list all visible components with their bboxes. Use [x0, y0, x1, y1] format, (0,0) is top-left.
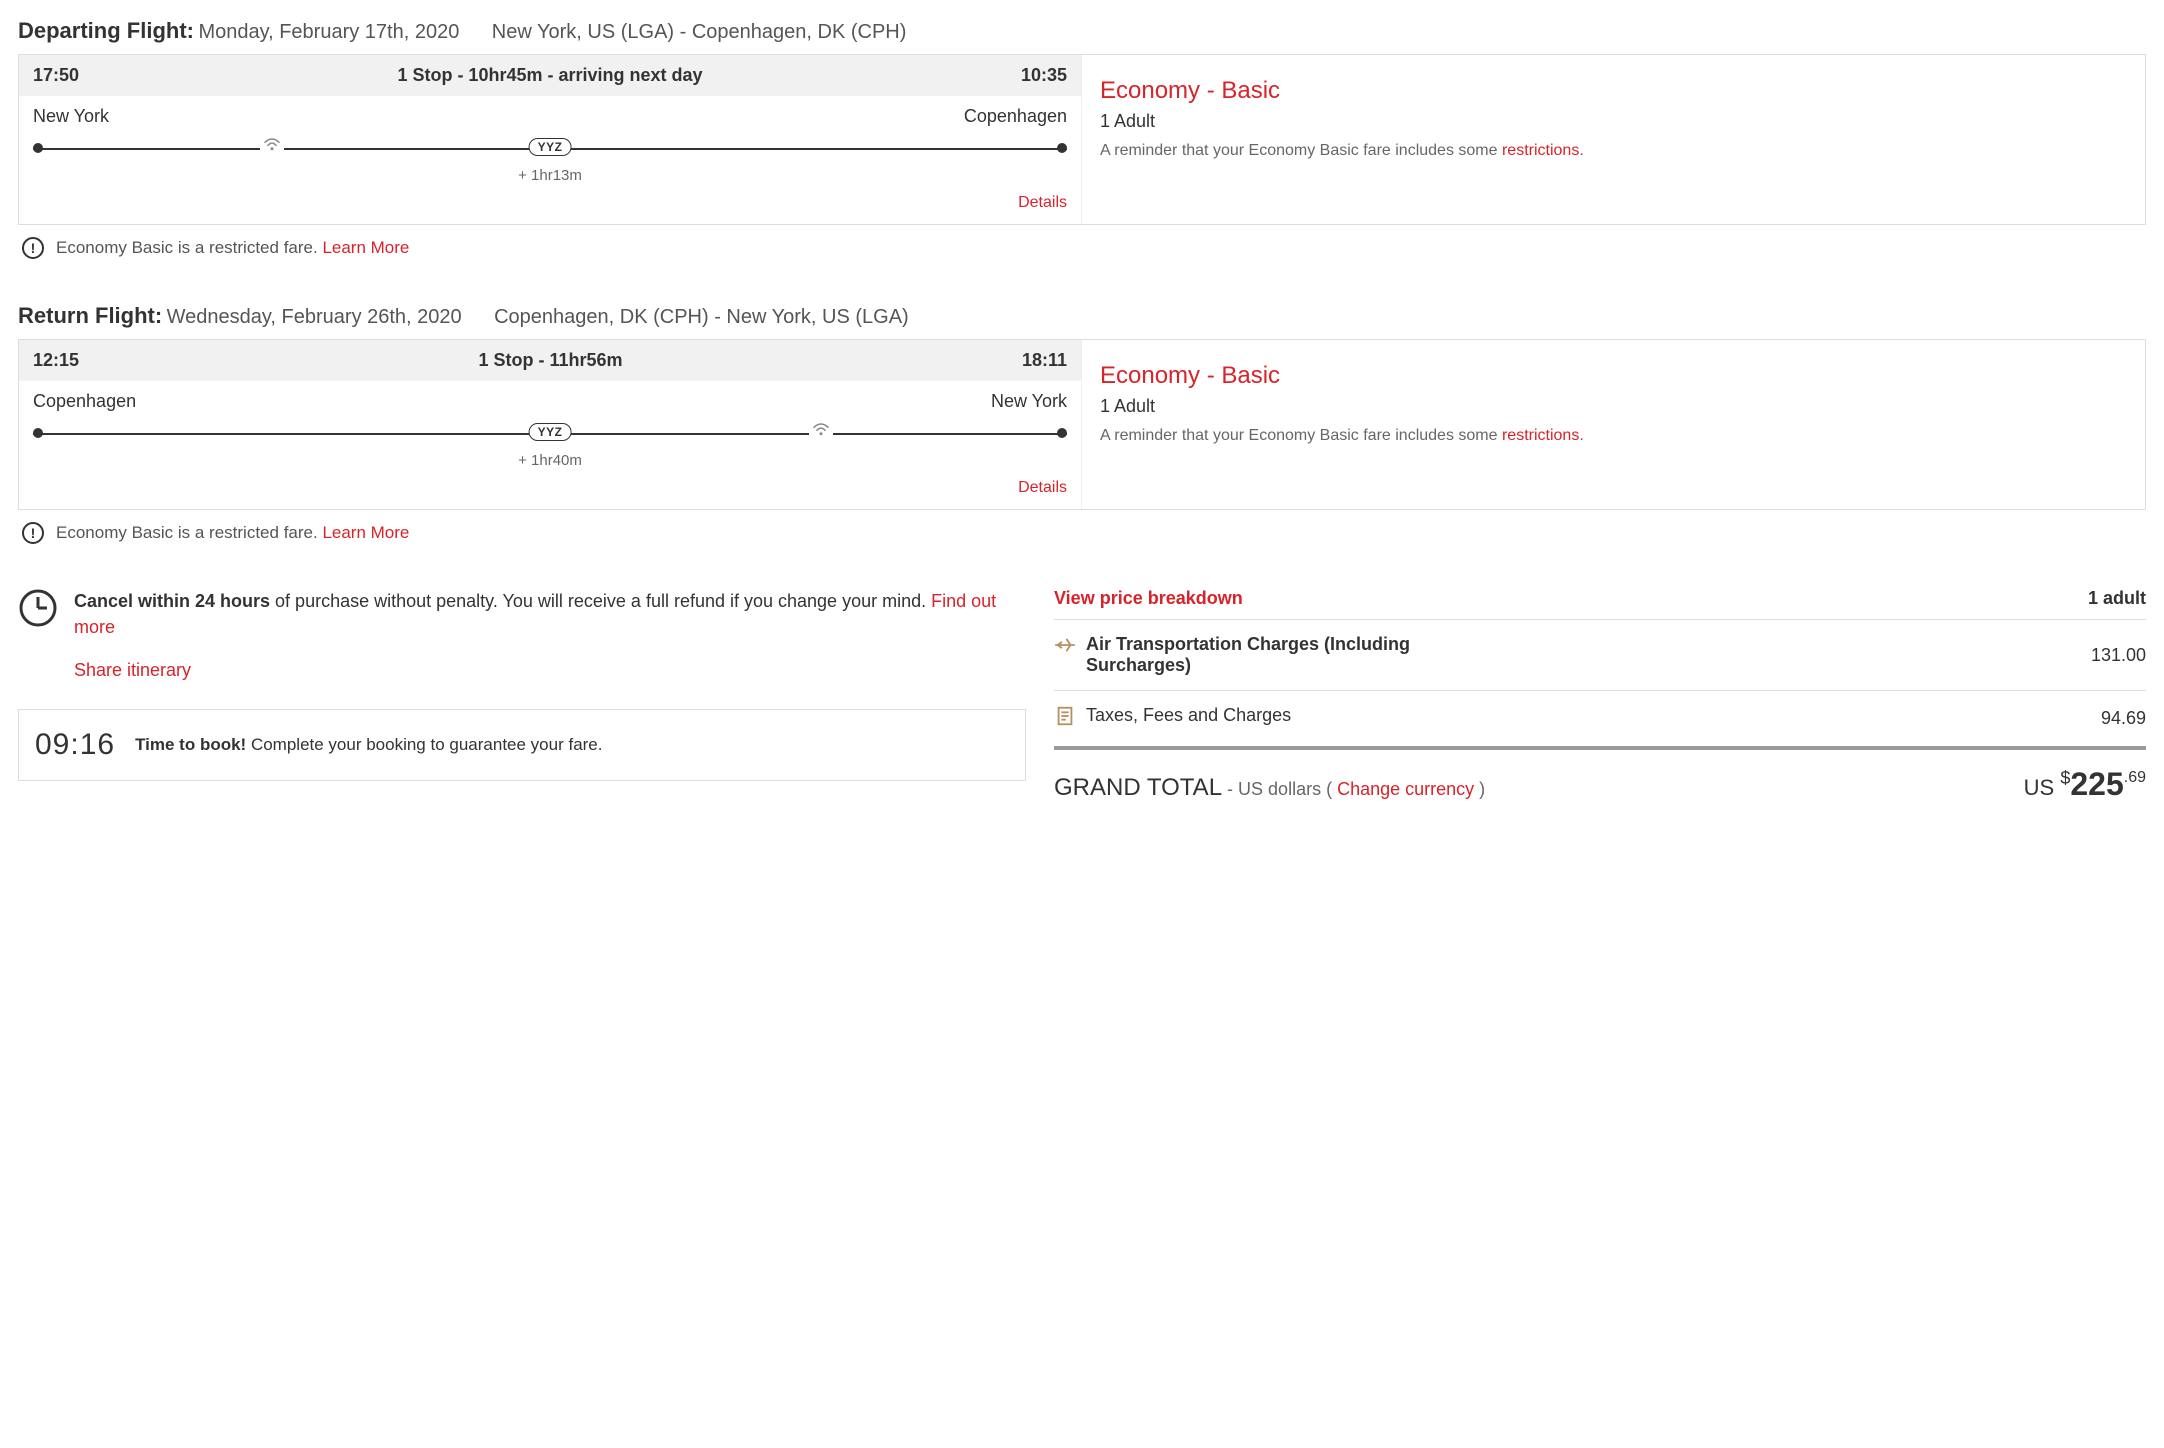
wifi-icon	[260, 137, 284, 156]
price-row-transport: Air Transportation Charges (Including Su…	[1054, 620, 2146, 691]
return-fare-panel: Economy - Basic 1 Adult A reminder that …	[1082, 340, 2145, 509]
restrictions-link[interactable]: restrictions	[1502, 142, 1579, 159]
price-adult: 1 adult	[2088, 588, 2146, 609]
return-flight-left: 12:15 1 Stop - 11hr56m 18:11 Copenhagen …	[19, 340, 1082, 509]
departing-to-city: Copenhagen	[964, 106, 1067, 127]
departing-notice: ! Economy Basic is a restricted fare. Le…	[22, 237, 2146, 259]
grand-total-label: GRAND TOTAL	[1054, 774, 1222, 801]
timer-bold: Time to book!	[135, 735, 246, 754]
cancel-rest: of purchase without penalty. You will re…	[270, 591, 931, 611]
departing-stop-badge: YYZ	[529, 138, 572, 156]
timer-rest: Complete your booking to guarantee your …	[246, 735, 602, 754]
bottom-section: Cancel within 24 hours of purchase witho…	[18, 588, 2146, 803]
timer-msg: Time to book! Complete your booking to g…	[135, 735, 602, 755]
departing-label: Departing Flight:	[18, 18, 194, 43]
return-flight-card: 12:15 1 Stop - 11hr56m 18:11 Copenhagen …	[18, 339, 2146, 510]
cancel-text: Cancel within 24 hours of purchase witho…	[74, 588, 1026, 640]
total-whole: 225	[2070, 766, 2123, 802]
wifi-icon	[809, 422, 833, 441]
receipt-icon	[1054, 705, 1076, 732]
departing-from-city: New York	[33, 106, 109, 127]
change-currency-link[interactable]: Change currency	[1337, 779, 1474, 799]
return-layover: + 1hr40m	[33, 452, 1067, 469]
learn-more-link[interactable]: Learn More	[322, 523, 409, 542]
return-pax: 1 Adult	[1100, 396, 2127, 417]
return-stop-badge: YYZ	[529, 423, 572, 441]
return-arr-time: 18:11	[1022, 350, 1067, 371]
alert-icon: !	[22, 237, 44, 259]
departing-summary: 1 Stop - 10hr45m - arriving next day	[397, 65, 702, 86]
restrictions-link[interactable]: restrictions	[1502, 427, 1579, 444]
departing-details-link[interactable]: Details	[1018, 194, 1067, 211]
return-from-city: Copenhagen	[33, 391, 136, 412]
alert-icon: !	[22, 522, 44, 544]
departing-dep-time: 17:50	[33, 65, 79, 86]
departing-route: New York, US (LGA) - Copenhagen, DK (CPH…	[492, 21, 907, 43]
bottom-left: Cancel within 24 hours of purchase witho…	[18, 588, 1026, 803]
plane-icon	[1054, 634, 1076, 661]
departing-notice-text: Economy Basic is a restricted fare. Lear…	[56, 238, 409, 258]
view-price-breakdown-link[interactable]: View price breakdown	[1054, 588, 1243, 609]
transport-label: Air Transportation Charges (Including Su…	[1086, 634, 1426, 676]
grand-total-left: GRAND TOTAL - US dollars ( Change curren…	[1054, 774, 1485, 802]
bottom-right: View price breakdown 1 adult Air Transpo…	[1054, 588, 2146, 803]
taxes-label: Taxes, Fees and Charges	[1086, 705, 1291, 726]
total-cents: .69	[2124, 769, 2146, 786]
price-row-taxes: Taxes, Fees and Charges 94.69	[1054, 691, 2146, 750]
transport-amount: 131.00	[2091, 645, 2146, 666]
return-timeline: YYZ	[33, 424, 1067, 444]
departing-layover: + 1hr13m	[33, 167, 1067, 184]
timer-time: 09:16	[35, 728, 115, 762]
departing-arr-time: 10:35	[1021, 65, 1067, 86]
price-header: View price breakdown 1 adult	[1054, 588, 2146, 620]
return-cities: Copenhagen New York	[19, 381, 1081, 416]
currency-close: )	[1474, 779, 1485, 799]
departing-date: Monday, February 17th, 2020	[198, 21, 459, 43]
return-summary: 1 Stop - 11hr56m	[478, 350, 622, 371]
grand-total-amount: US $225.69	[2024, 766, 2146, 803]
share-itinerary-link[interactable]: Share itinerary	[74, 660, 191, 681]
departing-cities: New York Copenhagen	[19, 96, 1081, 131]
departing-flight-left: 17:50 1 Stop - 10hr45m - arriving next d…	[19, 55, 1082, 224]
return-fare-title: Economy - Basic	[1100, 362, 2127, 390]
grand-total-row: GRAND TOTAL - US dollars ( Change curren…	[1054, 750, 2146, 803]
return-dep-time: 12:15	[33, 350, 79, 371]
return-label: Return Flight:	[18, 303, 162, 328]
taxes-amount: 94.69	[2101, 708, 2146, 729]
return-header: Return Flight: Wednesday, February 26th,…	[18, 303, 2146, 329]
return-to-city: New York	[991, 391, 1067, 412]
notice-text-content: Economy Basic is a restricted fare.	[56, 238, 322, 257]
return-reminder-post: .	[1579, 427, 1583, 444]
return-reminder-pre: A reminder that your Economy Basic fare …	[1100, 427, 1502, 444]
return-date: Wednesday, February 26th, 2020	[167, 306, 462, 328]
return-times-bar: 12:15 1 Stop - 11hr56m 18:11	[19, 340, 1081, 381]
departing-header: Departing Flight: Monday, February 17th,…	[18, 18, 2146, 44]
departing-fare-panel: Economy - Basic 1 Adult A reminder that …	[1082, 55, 2145, 224]
learn-more-link[interactable]: Learn More	[322, 238, 409, 257]
timer-box: 09:16 Time to book! Complete your bookin…	[18, 709, 1026, 781]
departing-reminder-post: .	[1579, 142, 1583, 159]
currency-label: - US dollars (	[1222, 779, 1337, 799]
return-notice: ! Economy Basic is a restricted fare. Le…	[22, 522, 2146, 544]
departing-times-bar: 17:50 1 Stop - 10hr45m - arriving next d…	[19, 55, 1081, 96]
departing-pax: 1 Adult	[1100, 111, 2127, 132]
return-details-link[interactable]: Details	[1018, 479, 1067, 496]
return-route: Copenhagen, DK (CPH) - New York, US (LGA…	[494, 306, 909, 328]
notice-text-content: Economy Basic is a restricted fare.	[56, 523, 322, 542]
cancel-bold: Cancel within 24 hours	[74, 591, 270, 611]
departing-timeline: YYZ	[33, 139, 1067, 159]
departing-reminder: A reminder that your Economy Basic fare …	[1100, 142, 2127, 160]
return-notice-text: Economy Basic is a restricted fare. Lear…	[56, 523, 409, 543]
clock-icon	[18, 588, 58, 640]
total-prefix: US	[2024, 775, 2061, 800]
departing-flight-card: 17:50 1 Stop - 10hr45m - arriving next d…	[18, 54, 2146, 225]
cancel-box: Cancel within 24 hours of purchase witho…	[18, 588, 1026, 640]
departing-fare-title: Economy - Basic	[1100, 77, 2127, 105]
departing-reminder-pre: A reminder that your Economy Basic fare …	[1100, 142, 1502, 159]
return-reminder: A reminder that your Economy Basic fare …	[1100, 427, 2127, 445]
